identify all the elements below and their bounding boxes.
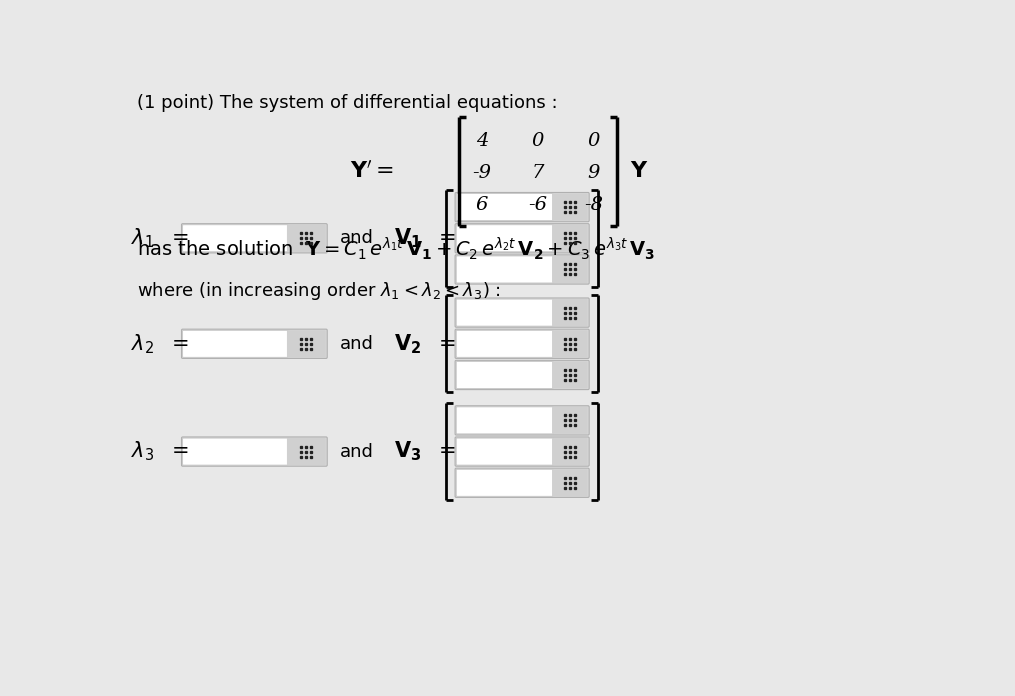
FancyBboxPatch shape — [183, 438, 288, 465]
Text: -8: -8 — [584, 196, 603, 214]
Text: $\mathbf{V_1}$  $=$: $\mathbf{V_1}$ $=$ — [394, 226, 456, 250]
FancyBboxPatch shape — [552, 299, 588, 326]
Text: 4: 4 — [476, 132, 488, 150]
FancyBboxPatch shape — [552, 407, 588, 434]
FancyBboxPatch shape — [457, 407, 553, 434]
Text: $\mathbf{Y}$: $\mathbf{Y}$ — [630, 161, 649, 181]
FancyBboxPatch shape — [183, 225, 288, 252]
FancyBboxPatch shape — [455, 406, 589, 435]
FancyBboxPatch shape — [552, 256, 588, 283]
Text: 7: 7 — [532, 164, 544, 182]
FancyBboxPatch shape — [455, 193, 589, 222]
Text: $\lambda_1$  $=$: $\lambda_1$ $=$ — [131, 226, 189, 250]
Text: $\lambda_3$  $=$: $\lambda_3$ $=$ — [131, 440, 189, 464]
Text: -6: -6 — [528, 196, 547, 214]
FancyBboxPatch shape — [552, 361, 588, 388]
FancyBboxPatch shape — [457, 438, 553, 465]
FancyBboxPatch shape — [457, 331, 553, 357]
FancyBboxPatch shape — [457, 361, 553, 388]
FancyBboxPatch shape — [552, 469, 588, 496]
FancyBboxPatch shape — [182, 329, 327, 358]
Text: and: and — [340, 229, 374, 247]
FancyBboxPatch shape — [455, 329, 589, 358]
Text: and: and — [340, 443, 374, 461]
Text: (1 point) The system of differential equations :: (1 point) The system of differential equ… — [137, 94, 557, 112]
Text: -9: -9 — [472, 164, 491, 182]
FancyBboxPatch shape — [182, 437, 327, 466]
FancyBboxPatch shape — [182, 223, 327, 253]
Text: 0: 0 — [588, 132, 600, 150]
Text: 0: 0 — [532, 132, 544, 150]
Text: $\mathbf{Y'} =$: $\mathbf{Y'} =$ — [350, 161, 394, 182]
FancyBboxPatch shape — [455, 223, 589, 253]
FancyBboxPatch shape — [552, 438, 588, 465]
Text: and: and — [340, 335, 374, 353]
FancyBboxPatch shape — [455, 437, 589, 466]
FancyBboxPatch shape — [457, 299, 553, 326]
Text: $\lambda_2$  $=$: $\lambda_2$ $=$ — [131, 332, 189, 356]
FancyBboxPatch shape — [455, 468, 589, 498]
FancyBboxPatch shape — [552, 193, 588, 221]
FancyBboxPatch shape — [455, 298, 589, 327]
Text: $\mathbf{V_2}$  $=$: $\mathbf{V_2}$ $=$ — [394, 332, 456, 356]
Text: 6: 6 — [476, 196, 488, 214]
Text: 9: 9 — [588, 164, 600, 182]
FancyBboxPatch shape — [552, 225, 588, 252]
FancyBboxPatch shape — [457, 469, 553, 496]
FancyBboxPatch shape — [457, 256, 553, 283]
FancyBboxPatch shape — [455, 255, 589, 284]
FancyBboxPatch shape — [457, 193, 553, 221]
FancyBboxPatch shape — [552, 331, 588, 357]
FancyBboxPatch shape — [457, 225, 553, 252]
Text: $\mathbf{V_3}$  $=$: $\mathbf{V_3}$ $=$ — [394, 440, 456, 464]
FancyBboxPatch shape — [455, 361, 589, 390]
FancyBboxPatch shape — [287, 225, 326, 252]
Text: has the solution  $\mathbf{Y} = C_1\, e^{\lambda_1 t}\, \mathbf{V_1} + C_2\, e^{: has the solution $\mathbf{Y} = C_1\, e^{… — [137, 236, 656, 262]
FancyBboxPatch shape — [183, 331, 288, 357]
Text: where (in increasing order $\lambda_1 < \lambda_2 < \lambda_3$) :: where (in increasing order $\lambda_1 < … — [137, 280, 500, 303]
FancyBboxPatch shape — [287, 331, 326, 357]
FancyBboxPatch shape — [287, 438, 326, 465]
